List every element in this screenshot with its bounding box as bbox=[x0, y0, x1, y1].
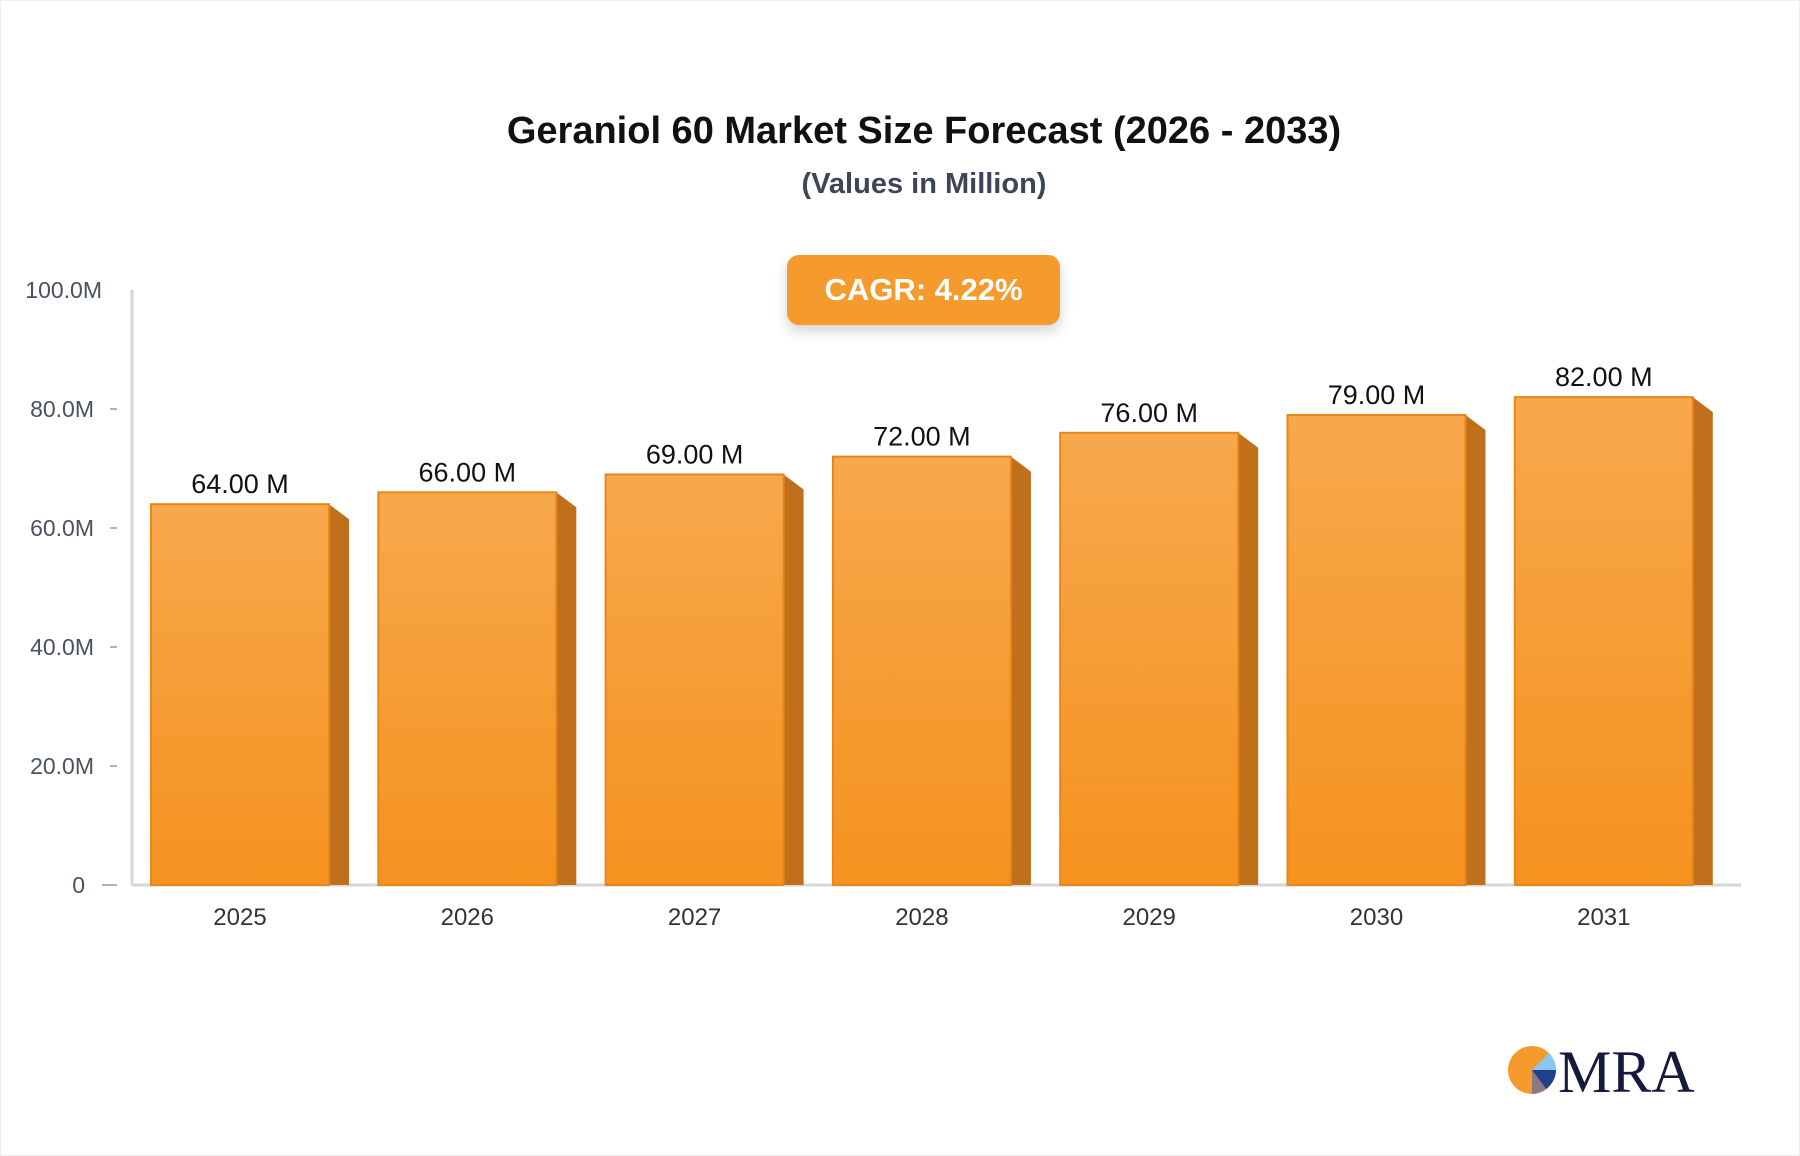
bar bbox=[377, 491, 558, 886]
bar bbox=[150, 503, 330, 886]
x-tick-label: 2030 bbox=[1350, 904, 1403, 931]
y-tick-label: 60.0M bbox=[30, 515, 94, 541]
cagr-badge: CAGR: 4.22% bbox=[787, 255, 1060, 325]
data-label: 79.00 M bbox=[1328, 380, 1426, 410]
chart-title: Geraniol 60 Market Size Forecast (2026 -… bbox=[506, 110, 1342, 152]
bar bbox=[1286, 413, 1467, 886]
data-label: 69.00 M bbox=[646, 439, 744, 469]
y-tick-label: 80.0M bbox=[30, 396, 94, 422]
bar-side bbox=[1692, 397, 1713, 885]
bar-side bbox=[1238, 432, 1259, 885]
bar-side bbox=[556, 492, 577, 885]
x-tick-label: 2029 bbox=[1123, 904, 1176, 931]
mra-logo: MRA bbox=[1508, 1040, 1695, 1100]
data-label: 76.00 M bbox=[1100, 398, 1198, 428]
x-tick-label: 2025 bbox=[213, 904, 266, 931]
data-label: 64.00 M bbox=[191, 469, 289, 499]
bar bbox=[831, 455, 1012, 886]
x-tick-label: 2031 bbox=[1577, 904, 1630, 931]
bar-side bbox=[1465, 414, 1486, 885]
bar bbox=[604, 473, 785, 886]
y-tick-label: 0 bbox=[72, 872, 85, 898]
bar-side bbox=[1010, 456, 1031, 885]
y-tick-label: 100.0M bbox=[25, 277, 102, 303]
y-tick-label: 20.0M bbox=[30, 753, 94, 779]
data-label: 66.00 M bbox=[419, 457, 517, 487]
svg-text:MRA: MRA bbox=[1558, 1040, 1695, 1100]
x-tick-label: 2027 bbox=[668, 904, 721, 931]
data-label: 72.00 M bbox=[873, 422, 971, 452]
data-label: 82.00 M bbox=[1555, 362, 1653, 392]
bar-side bbox=[329, 504, 349, 885]
bar-side bbox=[783, 474, 804, 885]
x-tick-label: 2028 bbox=[895, 904, 948, 931]
bar bbox=[1059, 431, 1240, 886]
chart-subtitle: (Values in Million) bbox=[801, 168, 1047, 200]
x-tick-label: 2026 bbox=[441, 904, 494, 931]
bar bbox=[1513, 396, 1694, 886]
y-tick-label: 40.0M bbox=[30, 634, 94, 660]
